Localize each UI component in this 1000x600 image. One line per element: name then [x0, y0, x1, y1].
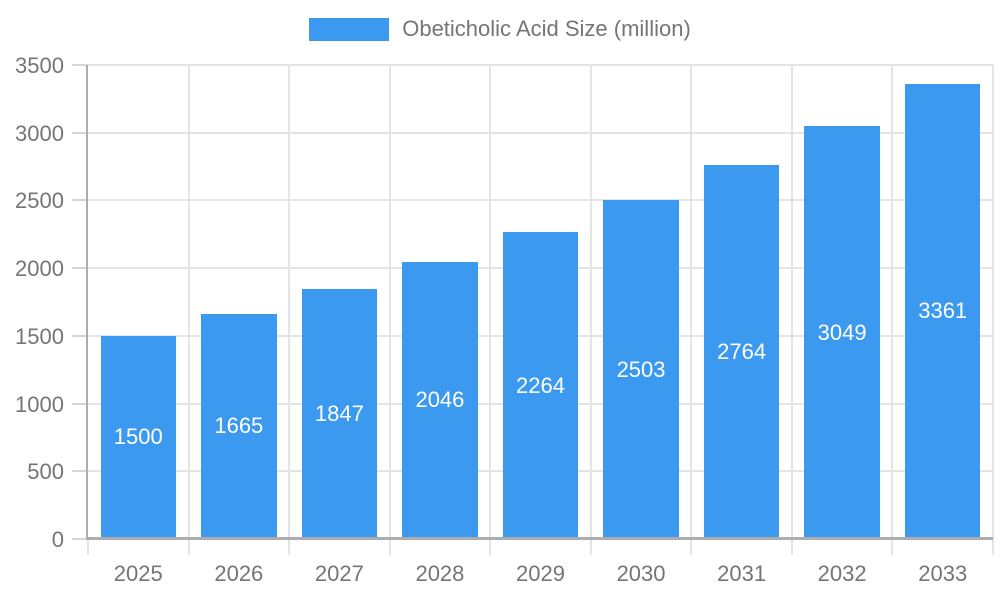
y-axis-label: 1000	[15, 391, 64, 417]
x-axis-label: 2032	[817, 561, 867, 586]
bar-value-label: 1665	[214, 413, 264, 439]
y-gridline	[88, 131, 993, 134]
bar	[301, 288, 378, 539]
y-gridline	[88, 64, 993, 66]
x-gridline	[388, 65, 391, 555]
bar-value-label: 2264	[516, 372, 565, 398]
bar	[905, 83, 981, 539]
y-axis-label: 1500	[15, 323, 64, 349]
bar	[502, 232, 579, 539]
legend-label: Obeticholic Acid Size (million)	[402, 16, 691, 41]
legend: Obeticholic Acid Size (million)	[0, 16, 1000, 42]
x-gridline	[891, 65, 894, 555]
x-axis-line	[86, 537, 993, 540]
y-tick	[72, 199, 88, 202]
y-axis-label: 500	[27, 459, 64, 485]
x-tick	[87, 539, 89, 555]
x-gridline	[288, 65, 291, 555]
y-tick	[72, 64, 88, 66]
y-tick	[72, 470, 88, 473]
x-axis-label: 2027	[314, 561, 364, 586]
bar	[603, 200, 679, 539]
x-axis-label: 2026	[214, 561, 264, 586]
bar	[201, 313, 277, 539]
plot-area: 0 500 1000 1500 2000 2500 3000 3500 1500 1665 1847…	[15, 53, 994, 586]
bar-value-label: 1847	[314, 400, 364, 426]
bar-value-label: 2046	[415, 387, 465, 413]
bar-value-label: 3361	[918, 298, 968, 324]
y-axis-label: 3000	[15, 120, 64, 146]
x-axis-label: 2030	[616, 561, 666, 586]
x-gridline	[690, 65, 693, 555]
bar	[402, 261, 478, 539]
x-axis-label: 2031	[717, 561, 767, 586]
y-axis-label: 0	[51, 527, 64, 552]
x-gridline	[187, 65, 190, 555]
y-tick	[72, 538, 88, 540]
x-gridline	[790, 65, 793, 555]
bar	[804, 126, 880, 539]
x-axis-label: 2025	[113, 561, 163, 586]
x-gridline	[489, 65, 492, 555]
x-axis-label: 2033	[918, 561, 968, 586]
x-gridline	[589, 65, 592, 555]
bar-value-label: 1500	[113, 424, 163, 450]
x-axis-label: 2028	[415, 561, 465, 586]
y-tick	[72, 334, 88, 337]
y-axis-label: 2000	[15, 256, 64, 282]
y-axis-line	[86, 65, 88, 539]
legend-swatch	[309, 17, 390, 41]
y-tick	[72, 131, 88, 134]
bar-value-label: 3049	[817, 319, 867, 345]
bar	[703, 164, 780, 539]
y-axis-label: 3500	[15, 53, 64, 78]
bar-value-label: 2764	[717, 338, 767, 364]
x-axis-label: 2029	[516, 561, 565, 586]
x-gridline	[992, 65, 994, 555]
y-gridline	[88, 199, 993, 202]
bar-value-label: 2503	[616, 356, 666, 382]
y-tick	[72, 402, 88, 405]
y-axis-label: 2500	[15, 188, 64, 214]
bar	[100, 335, 176, 539]
y-tick	[72, 267, 88, 270]
